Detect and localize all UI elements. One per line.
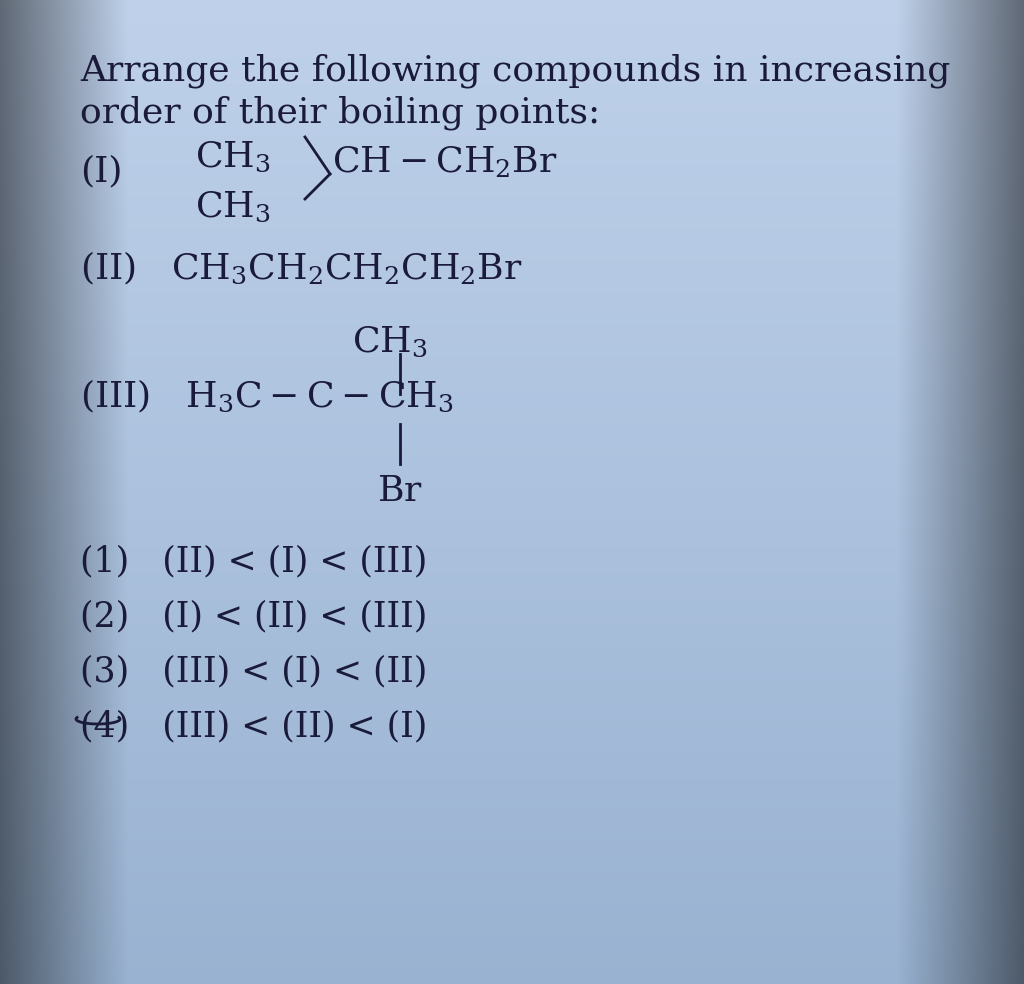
Text: Arrange the following compounds in increasing: Arrange the following compounds in incre… — [80, 54, 950, 89]
Text: $\mathregular{CH - CH_2Br}$: $\mathregular{CH - CH_2Br}$ — [332, 145, 558, 180]
Text: order of their boiling points:: order of their boiling points: — [80, 96, 600, 131]
Text: (3)   (III) < (I) < (II): (3) (III) < (I) < (II) — [80, 654, 427, 688]
Text: (II)   $\mathregular{CH_3CH_2CH_2CH_2Br}$: (II) $\mathregular{CH_3CH_2CH_2CH_2Br}$ — [80, 249, 523, 286]
Text: $\mathregular{Br}$: $\mathregular{Br}$ — [377, 474, 423, 508]
Text: (4)   (III) < (II) < (I): (4) (III) < (II) < (I) — [80, 709, 427, 743]
Text: $\mathregular{CH_3}$: $\mathregular{CH_3}$ — [195, 139, 270, 174]
Text: (2)   (I) < (II) < (III): (2) (I) < (II) < (III) — [80, 599, 427, 633]
Text: (I): (I) — [80, 154, 123, 188]
Text: $\mathregular{CH_3}$: $\mathregular{CH_3}$ — [352, 324, 428, 359]
Text: (1)   (II) < (I) < (III): (1) (II) < (I) < (III) — [80, 544, 427, 578]
Text: $\mathregular{CH_3}$: $\mathregular{CH_3}$ — [195, 189, 270, 223]
Text: (III)   $\mathregular{H_3C - C - CH_3}$: (III) $\mathregular{H_3C - C - CH_3}$ — [80, 378, 454, 414]
